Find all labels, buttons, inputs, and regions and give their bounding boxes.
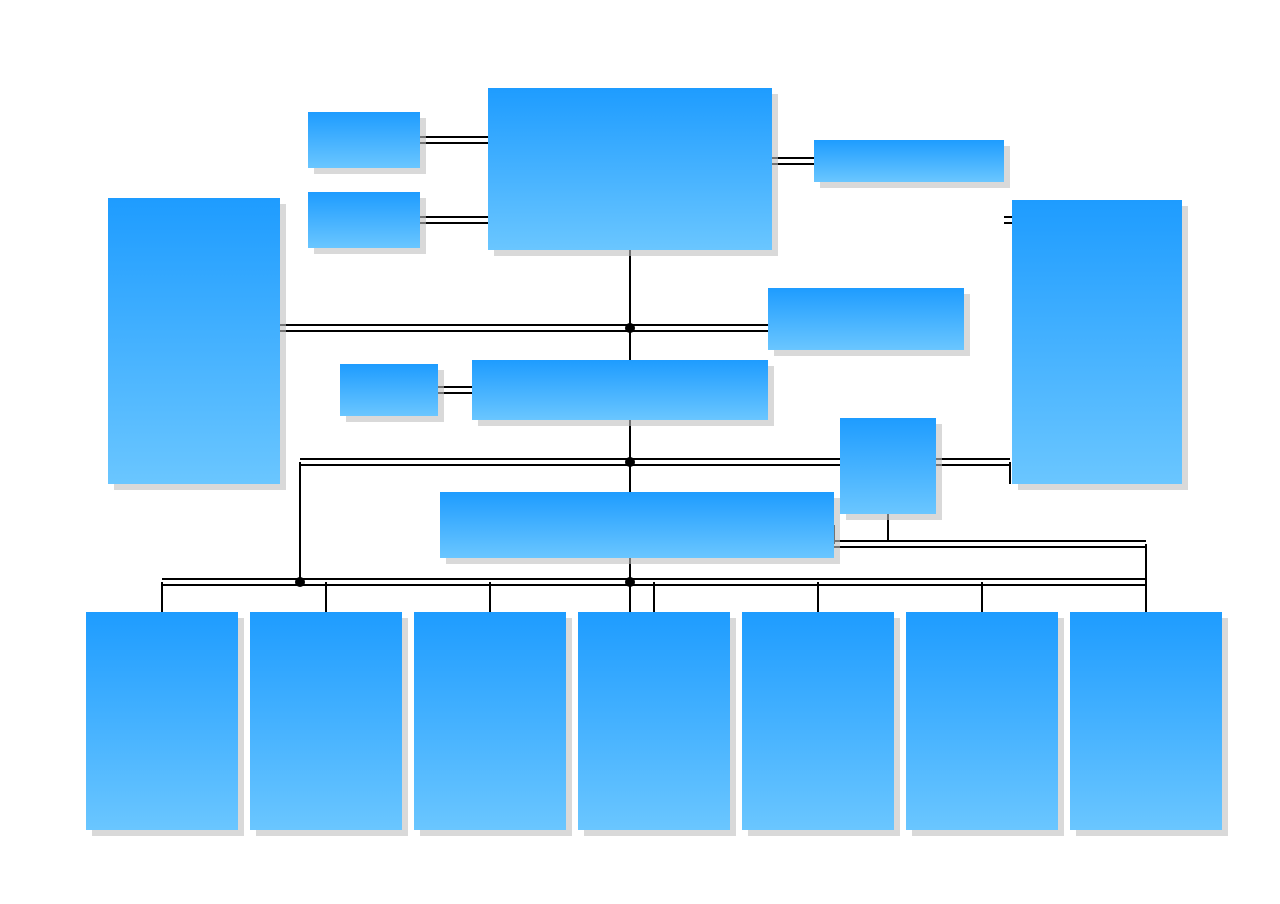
node-leaf-1 <box>86 612 238 830</box>
node-box <box>308 192 420 248</box>
node-box <box>578 612 730 830</box>
node-box <box>340 364 438 416</box>
edge-e-top-to-rightbar <box>772 158 814 164</box>
node-box <box>906 612 1058 830</box>
node-mid-right-wide <box>768 288 964 350</box>
edge-e-rightbar-to-righttall <box>1004 217 1012 223</box>
node-leaf-6 <box>906 612 1058 830</box>
node-left-tall <box>108 198 280 484</box>
node-box <box>488 88 772 250</box>
node-leaf-2 <box>250 612 402 830</box>
node-box <box>86 612 238 830</box>
node-box <box>1012 200 1182 484</box>
node-top-right-bar <box>814 140 1004 182</box>
org-chart-diagram <box>0 0 1280 904</box>
edge-e-spine-to-midright <box>630 325 768 331</box>
node-right-tall <box>1012 200 1182 484</box>
node-box <box>414 612 566 830</box>
node-mid-center-bar <box>472 360 768 420</box>
node-box <box>814 140 1004 182</box>
node-box <box>440 492 834 558</box>
edge-e-top-to-small1 <box>420 137 488 143</box>
node-box <box>250 612 402 830</box>
node-box <box>1070 612 1222 830</box>
node-box <box>768 288 964 350</box>
node-box <box>108 198 280 484</box>
node-leaf-7 <box>1070 612 1222 830</box>
node-box <box>472 360 768 420</box>
edge-e-left-tall-to-spine <box>280 325 630 331</box>
junction-dot <box>625 577 635 587</box>
node-top-small-1 <box>308 112 420 168</box>
junction-dot <box>625 457 635 467</box>
edge-e-top-to-small2 <box>420 217 488 223</box>
node-top-main <box>488 88 772 250</box>
node-mid-small-left <box>340 364 438 416</box>
edge-e-leaf-bus <box>162 579 1146 585</box>
node-mid-square <box>840 418 936 514</box>
node-long-bar <box>440 492 834 558</box>
junction-dot <box>625 323 635 333</box>
junction-dot <box>295 577 305 587</box>
node-box <box>742 612 894 830</box>
node-leaf-3 <box>414 612 566 830</box>
node-leaf-4 <box>578 612 730 830</box>
node-box <box>308 112 420 168</box>
node-top-small-2 <box>308 192 420 248</box>
edge-e-longbar-right-horiz <box>834 541 1146 547</box>
node-box <box>840 418 936 514</box>
node-leaf-5 <box>742 612 894 830</box>
